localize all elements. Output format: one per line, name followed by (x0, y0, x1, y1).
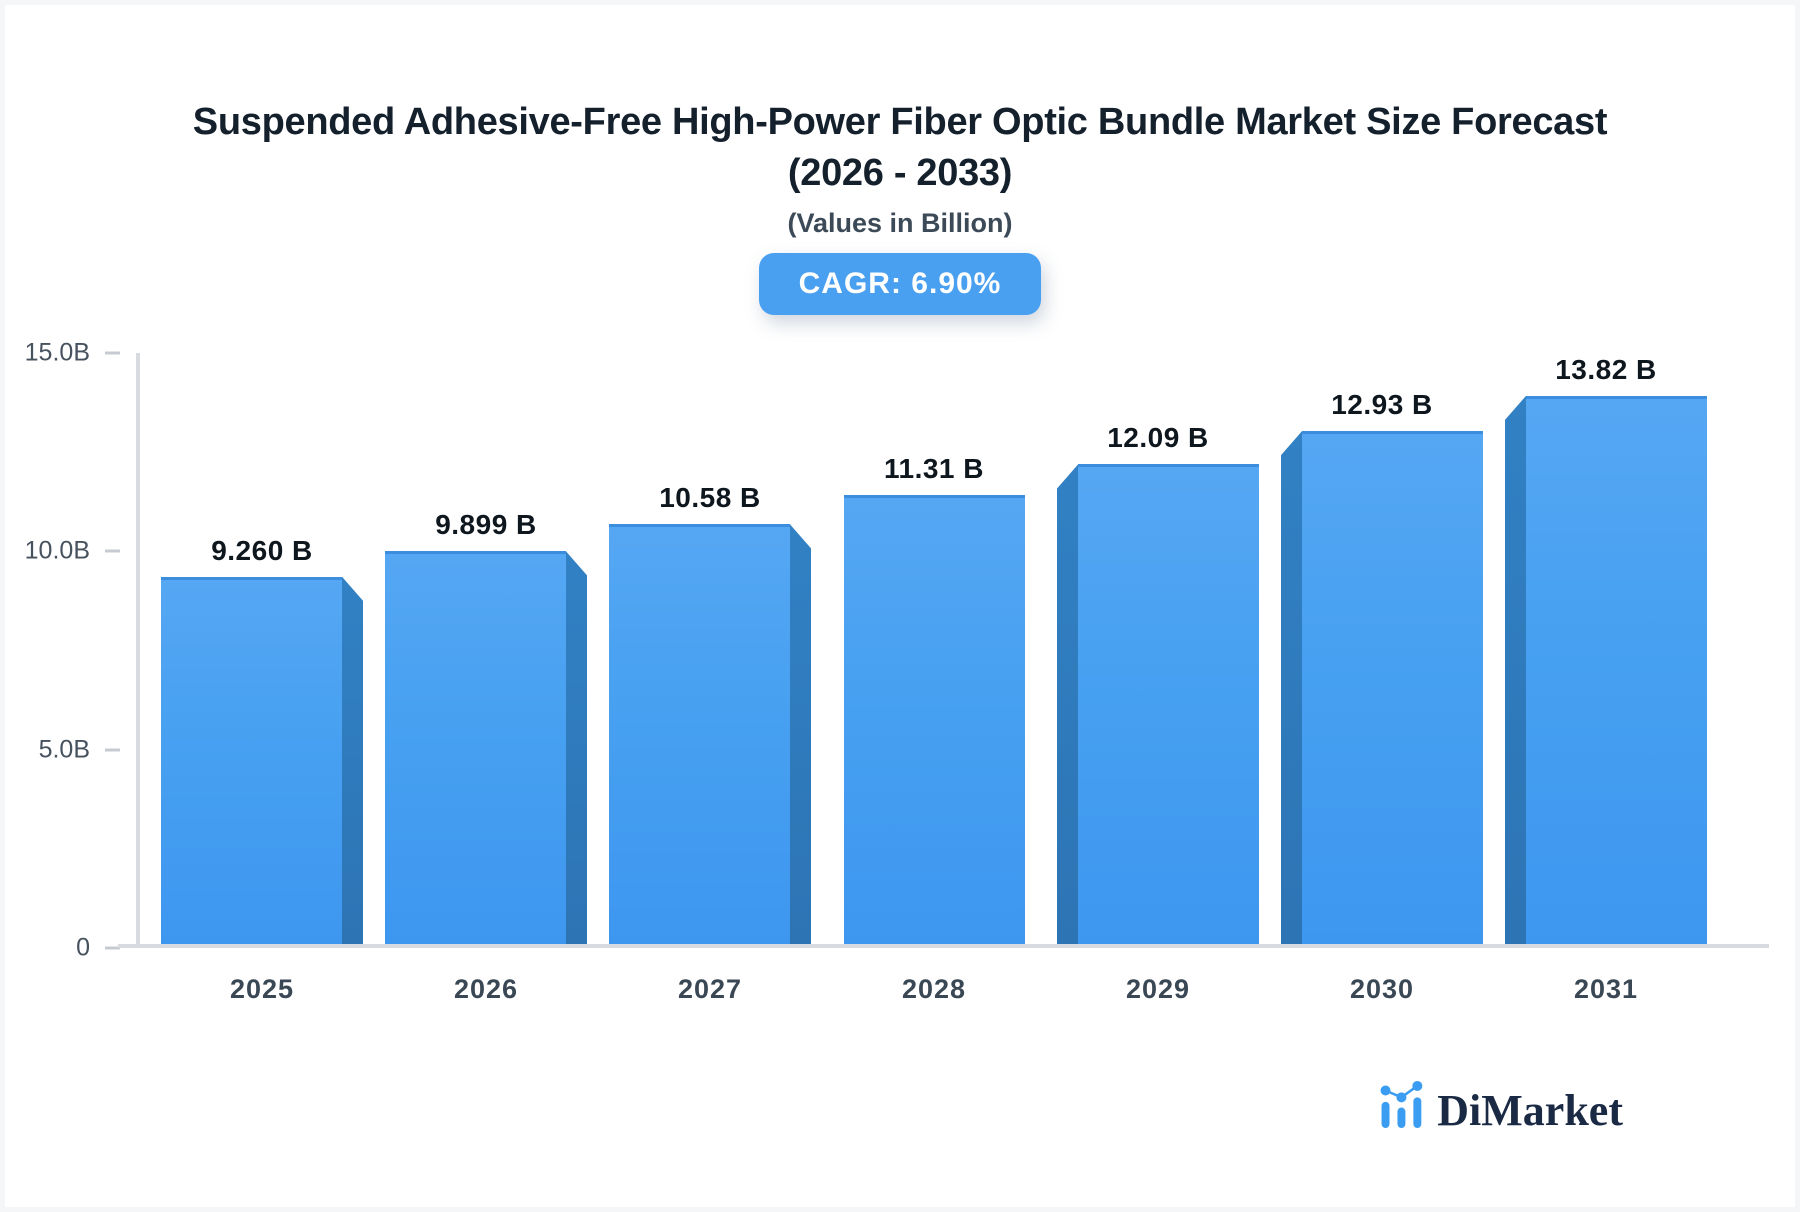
y-axis-tick-label: 10.0B (24, 536, 90, 565)
x-axis-tick-label: 2031 (1573, 974, 1639, 1004)
bar-front-face (609, 524, 790, 944)
bar-value-label: 11.31 B (883, 453, 985, 485)
bar-2031 (1505, 395, 1707, 944)
bar-side-face (790, 524, 811, 944)
y-axis-tick-dash (105, 351, 120, 355)
bar-2029 (1057, 464, 1259, 944)
bar-side-face (342, 576, 363, 944)
bar-value-label: 12.09 B (1107, 422, 1209, 454)
bar-front-face (385, 551, 566, 944)
y-axis-tick-label: 15.0B (24, 338, 90, 367)
brand-logo: DiMarket (1379, 1078, 1623, 1133)
bar-line-chart-icon (1379, 1078, 1425, 1133)
bar-value-label: 9.260 B (211, 534, 313, 566)
bar-2027 (609, 524, 811, 944)
y-axis-tick-dash (105, 549, 120, 553)
bar-value-label: 10.58 B (659, 482, 761, 514)
bar-front-face (843, 495, 1025, 944)
bar-2028 (843, 495, 1025, 944)
x-axis-tick-label: 2027 (677, 974, 743, 1004)
chart-canvas: Suspended Adhesive-Free High-Power Fiber… (5, 5, 1795, 1207)
page-title: Suspended Adhesive-Free High-Power Fiber… (5, 97, 1795, 198)
cagr-badge: CAGR: 6.90% (758, 253, 1042, 316)
y-axis-tick-label: 5.0B (38, 735, 90, 764)
x-axis-tick-label: 2030 (1349, 974, 1415, 1004)
x-axis-tick-label: 2025 (229, 974, 295, 1004)
y-axis-tick-dash (105, 748, 120, 752)
bar-front-face (1302, 431, 1483, 944)
y-axis-tick-label: 0 (76, 933, 90, 962)
bar-side-face (1505, 395, 1526, 944)
bar-value-label: 12.93 B (1331, 389, 1433, 421)
bar-side-face (1057, 464, 1078, 944)
bar-side-face (566, 551, 587, 944)
x-axis-tick-label: 2029 (1125, 974, 1191, 1004)
bar-front-face (1526, 395, 1707, 944)
y-axis-tick-dash (105, 946, 120, 950)
bar-front-face (1078, 464, 1259, 944)
bar-front-face (161, 576, 342, 944)
bar-value-label: 13.82 B (1555, 353, 1657, 385)
title-line-2: (2026 - 2033) (787, 151, 1013, 194)
title-line-1: Suspended Adhesive-Free High-Power Fiber… (192, 101, 1608, 143)
bar-2025 (161, 576, 363, 944)
bar-2030 (1281, 431, 1483, 944)
bar-2026 (385, 551, 587, 944)
logo-text: DiMarket (1437, 1086, 1623, 1135)
chart-plot: 0 5.0B 10.0B 15.0B 9.260 B 2025 9.899 B 2026 10.… (25, 339, 1769, 1004)
x-axis-tick-label: 2026 (453, 974, 519, 1004)
chart-subtitle: (Values in Billion) (787, 208, 1013, 239)
x-axis-tick-label: 2028 (901, 974, 967, 1004)
bar-side-face (1281, 431, 1302, 944)
chart-header: Suspended Adhesive-Free High-Power Fiber… (5, 97, 1795, 316)
bar-value-label: 9.899 B (435, 509, 537, 541)
